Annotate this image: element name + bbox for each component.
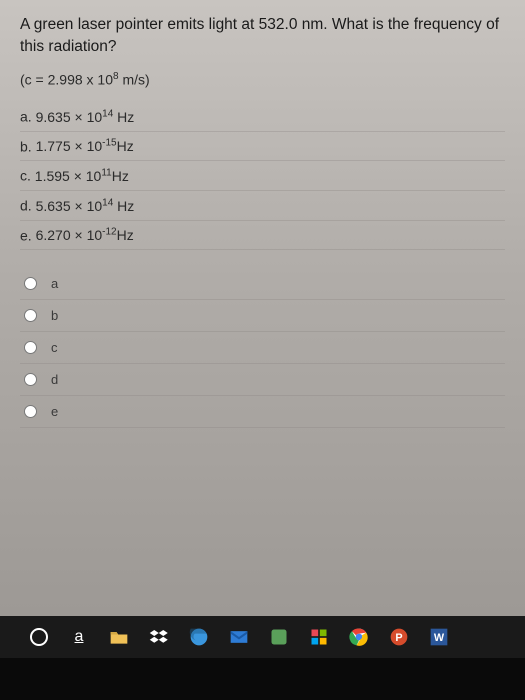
radio-label-d: d [51,372,58,387]
option-text: 1.775 × 10-15Hz [36,138,134,154]
a-icon[interactable]: a [68,626,90,648]
option-c: c. 1.595 × 1011Hz [20,161,505,191]
option-letter: e. [20,227,36,243]
option-text: 6.270 × 10-12Hz [36,227,134,243]
edge-icon[interactable] [188,626,210,648]
taskbar: a P W [0,616,525,658]
option-text: 9.635 × 1014 Hz [36,109,135,125]
radio-row-a[interactable]: a [20,268,505,300]
option-e: e. 6.270 × 10-12Hz [20,221,505,251]
bottom-bezel [0,658,525,700]
option-d: d. 5.635 × 1014 Hz [20,191,505,221]
radio-row-c[interactable]: c [20,332,505,364]
radio-label-b: b [51,308,58,323]
radio-c[interactable] [24,341,37,354]
question-text: A green laser pointer emits light at 532… [20,14,505,57]
option-letter: d. [20,198,36,214]
app-icon[interactable] [268,626,290,648]
word-icon[interactable]: W [428,626,450,648]
radio-section: a b c d e [20,268,505,428]
formula: (c = 2.998 x 108 m/s) [20,71,505,88]
option-letter: c. [20,168,35,184]
radio-row-b[interactable]: b [20,300,505,332]
mail-icon[interactable] [228,626,250,648]
radio-label-c: c [51,340,58,355]
cortana-icon[interactable] [28,626,50,648]
radio-b[interactable] [24,309,37,322]
powerpoint-icon[interactable]: P [388,626,410,648]
svg-text:P: P [395,632,402,644]
option-a: a. 9.635 × 1014 Hz [20,102,505,132]
option-letter: a. [20,109,36,125]
radio-label-a: a [51,276,58,291]
radio-d[interactable] [24,373,37,386]
option-letter: b. [20,138,36,154]
answer-options: a. 9.635 × 1014 Hz b. 1.775 × 10-15Hz c.… [20,102,505,250]
chrome-icon[interactable] [348,626,370,648]
option-text: 5.635 × 1014 Hz [36,198,135,214]
svg-text:W: W [434,632,445,644]
radio-row-d[interactable]: d [20,364,505,396]
option-b: b. 1.775 × 10-15Hz [20,132,505,162]
file-explorer-icon[interactable] [108,626,130,648]
quiz-content: A green laser pointer emits light at 532… [0,0,525,428]
radio-a[interactable] [24,277,37,290]
store-icon[interactable] [308,626,330,648]
option-text: 1.595 × 1011Hz [35,168,129,184]
radio-label-e: e [51,404,58,419]
radio-row-e[interactable]: e [20,396,505,428]
radio-e[interactable] [24,405,37,418]
dropbox-icon[interactable] [148,626,170,648]
